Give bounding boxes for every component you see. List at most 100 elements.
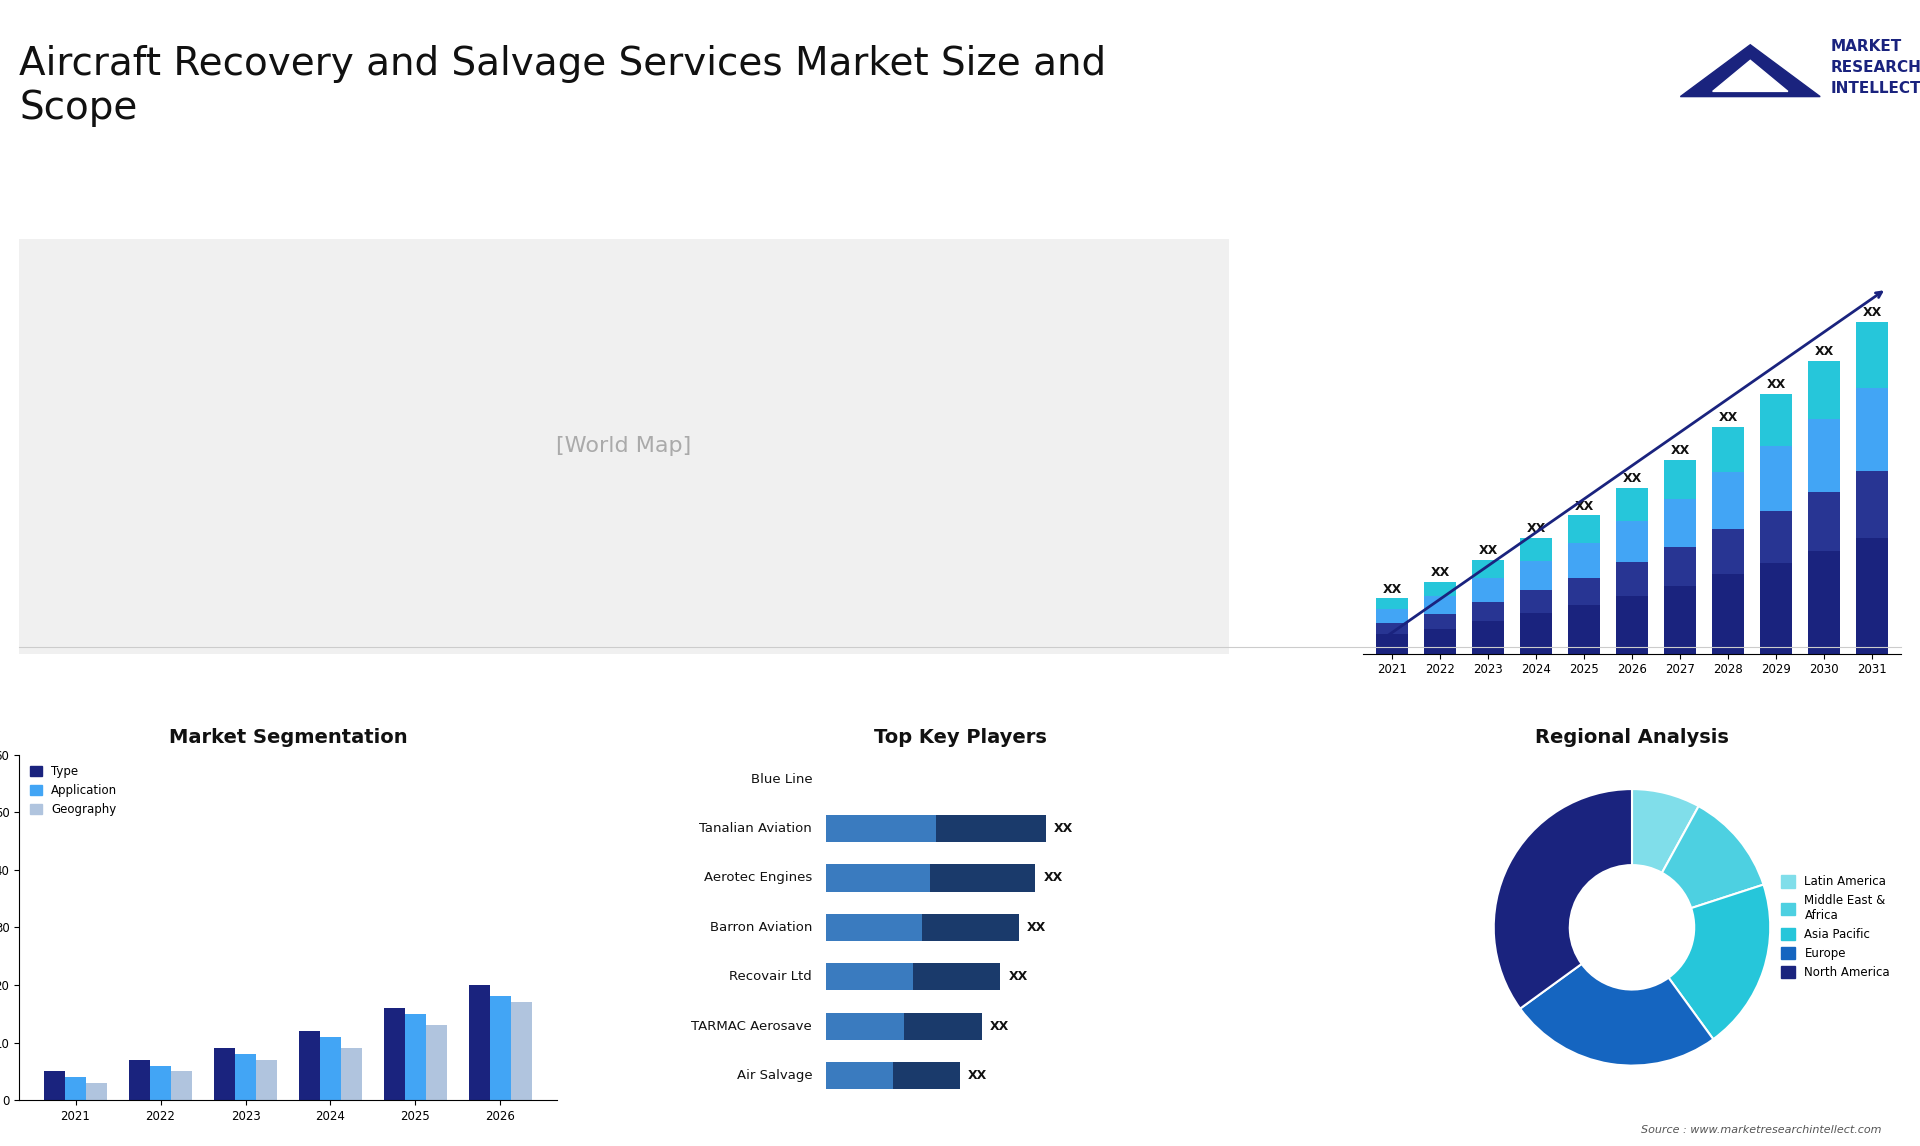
Bar (1377, 598, 1407, 610)
Text: Tanalian Aviation: Tanalian Aviation (699, 822, 812, 835)
Text: XX: XX (1670, 445, 1690, 457)
Bar (1857, 388, 1887, 471)
Bar (1665, 586, 1695, 653)
Text: XX: XX (1027, 921, 1046, 934)
Bar (129, 1060, 150, 1100)
Text: Air Salvage: Air Salvage (737, 1069, 812, 1082)
Bar (511, 1003, 532, 1100)
Bar (1617, 596, 1647, 653)
Bar (1857, 471, 1887, 537)
Bar (1665, 548, 1695, 586)
Bar (826, 815, 935, 842)
Bar (1569, 605, 1599, 653)
Bar (1761, 563, 1791, 653)
Bar (384, 1008, 405, 1100)
Bar (826, 864, 931, 892)
Bar (1425, 596, 1455, 614)
Bar (914, 963, 1000, 990)
Bar (922, 913, 1020, 941)
Bar (935, 815, 1046, 842)
Bar (1857, 537, 1887, 653)
Bar (1809, 493, 1839, 551)
Text: XX: XX (968, 1069, 987, 1082)
Text: XX: XX (1054, 822, 1073, 835)
Text: XX: XX (1043, 871, 1062, 885)
Wedge shape (1521, 964, 1713, 1066)
Text: Source : www.marketresearchintellect.com: Source : www.marketresearchintellect.com (1642, 1124, 1882, 1135)
Text: [World Map]: [World Map] (557, 437, 691, 456)
Text: Aerotec Engines: Aerotec Engines (705, 871, 812, 885)
Bar (826, 913, 922, 941)
Text: XX: XX (1622, 472, 1642, 485)
Bar (1425, 628, 1455, 653)
Bar (826, 1062, 893, 1089)
Bar (405, 1014, 426, 1100)
Bar (490, 997, 511, 1100)
Bar (904, 1013, 981, 1039)
Bar (931, 864, 1035, 892)
Bar (1809, 361, 1839, 419)
Text: XX: XX (1430, 566, 1450, 579)
Bar (1425, 582, 1455, 596)
Wedge shape (1663, 806, 1763, 908)
Bar (1857, 322, 1887, 388)
Bar (213, 1049, 234, 1100)
Bar (171, 1072, 192, 1100)
Bar (342, 1049, 363, 1100)
Bar (1521, 590, 1551, 613)
Wedge shape (1494, 790, 1632, 1008)
Bar (826, 963, 914, 990)
Text: XX: XX (1814, 345, 1834, 358)
Bar (1809, 551, 1839, 653)
Bar (255, 1060, 276, 1100)
Bar (1377, 610, 1407, 623)
Bar (150, 1066, 171, 1100)
Legend: Type, Application, Geography: Type, Application, Geography (25, 761, 123, 821)
FancyBboxPatch shape (0, 115, 1592, 778)
Bar (468, 984, 490, 1100)
Bar (1425, 614, 1455, 628)
Bar (1521, 537, 1551, 560)
Bar (1761, 394, 1791, 446)
Wedge shape (1668, 885, 1770, 1039)
Bar (1761, 511, 1791, 563)
Bar (1713, 472, 1743, 529)
Bar (1665, 499, 1695, 548)
Text: MARKET
RESEARCH
INTELLECT: MARKET RESEARCH INTELLECT (1832, 39, 1920, 96)
Polygon shape (1680, 45, 1820, 96)
Bar (44, 1072, 65, 1100)
Bar (234, 1054, 255, 1100)
Bar (1713, 529, 1743, 574)
Text: XX: XX (1862, 306, 1882, 319)
Bar (1521, 560, 1551, 590)
Wedge shape (1632, 790, 1699, 873)
Text: XX: XX (1718, 411, 1738, 424)
Text: Blue Line: Blue Line (751, 772, 812, 786)
Bar (1809, 419, 1839, 493)
Bar (426, 1026, 447, 1100)
Bar (1569, 543, 1599, 578)
Bar (1713, 574, 1743, 653)
Text: Aircraft Recovery and Salvage Services Market Size and
Scope: Aircraft Recovery and Salvage Services M… (19, 45, 1106, 127)
Text: XX: XX (1526, 521, 1546, 535)
Title: Regional Analysis: Regional Analysis (1536, 729, 1728, 747)
Bar (1617, 488, 1647, 521)
Text: TARMAC Aerosave: TARMAC Aerosave (691, 1020, 812, 1033)
Bar (1713, 427, 1743, 472)
Bar (65, 1077, 86, 1100)
Bar (1665, 460, 1695, 499)
Text: Barron Aviation: Barron Aviation (710, 921, 812, 934)
Legend: Latin America, Middle East &
Africa, Asia Pacific, Europe, North America: Latin America, Middle East & Africa, Asi… (1776, 871, 1895, 984)
Title: Top Key Players: Top Key Players (874, 729, 1046, 747)
Text: Recovair Ltd: Recovair Ltd (730, 971, 812, 983)
Bar (1617, 563, 1647, 596)
Bar (86, 1083, 108, 1100)
Bar (300, 1031, 321, 1100)
Bar (1473, 579, 1503, 602)
Bar (1569, 516, 1599, 543)
Bar (1473, 621, 1503, 653)
Bar (1617, 521, 1647, 563)
Text: XX: XX (1382, 582, 1402, 596)
Text: XX: XX (989, 1020, 1008, 1033)
Bar (321, 1037, 342, 1100)
